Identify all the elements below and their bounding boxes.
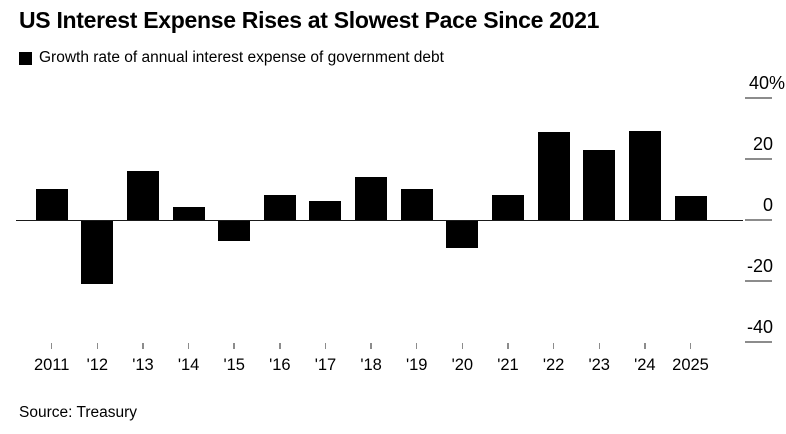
legend-swatch-icon (19, 51, 32, 65)
y-axis-tick (745, 96, 772, 99)
x-axis-tick (279, 343, 281, 349)
x-axis-tick (96, 343, 99, 349)
x-axis-tick (370, 343, 372, 349)
bar (446, 221, 479, 248)
bar (492, 194, 524, 220)
legend-label: Growth rate of annual interest expense o… (39, 49, 444, 66)
bar (172, 207, 205, 220)
bar (583, 149, 616, 220)
x-axis-label: 2011 (33, 356, 70, 374)
x-axis-tick (142, 343, 144, 349)
x-axis-label: '23 (588, 356, 610, 374)
x-axis-tick (415, 343, 418, 349)
x-axis-label: '21 (497, 356, 519, 374)
x-axis-label: '18 (360, 356, 382, 374)
x-axis-tick (689, 343, 692, 349)
legend: Growth rate of annual interest expense o… (19, 49, 444, 67)
y-axis-label: -20 (746, 256, 773, 277)
x-axis-tick (552, 343, 555, 349)
y-axis-tick (745, 280, 772, 283)
y-axis-label: 0 (762, 195, 773, 215)
x-axis-label: '12 (86, 356, 109, 374)
bar (400, 189, 433, 220)
x-axis-tick (324, 343, 327, 349)
x-axis-label: '15 (223, 356, 245, 374)
y-axis-tick (745, 341, 772, 344)
bar (126, 171, 159, 220)
x-axis-label: '24 (634, 356, 656, 374)
y-axis-label: 20 (752, 133, 773, 154)
y-axis-label: 40% (748, 72, 785, 93)
bar (309, 200, 342, 220)
chart-title: US Interest Expense Rises at Slowest Pac… (19, 7, 600, 33)
bar (81, 221, 114, 284)
x-axis-label: '16 (269, 356, 291, 374)
x-axis-label: '22 (542, 356, 565, 374)
zero-axis-line (16, 219, 743, 221)
x-axis-tick (50, 343, 53, 349)
y-axis-label: -40 (746, 317, 773, 338)
bar (628, 131, 661, 220)
bar (218, 221, 251, 242)
bar (537, 132, 570, 220)
x-axis-label: '19 (405, 356, 428, 374)
source-note: Source: Treasury (19, 404, 138, 421)
y-axis-tick (745, 157, 772, 160)
y-axis-tick (745, 219, 772, 221)
x-axis-label: '20 (451, 356, 474, 374)
x-axis-tick (233, 343, 235, 349)
bar (263, 194, 296, 220)
x-axis-label: 2025 (672, 356, 709, 374)
x-axis-label: '14 (177, 356, 200, 374)
bar (674, 195, 707, 220)
bar (35, 189, 68, 220)
x-axis-label: '13 (132, 356, 154, 374)
x-axis-tick (644, 343, 646, 349)
x-axis-tick (507, 343, 509, 349)
x-axis-tick (461, 343, 464, 349)
x-axis-tick (187, 343, 190, 349)
x-axis-tick (598, 343, 600, 349)
bar (355, 176, 388, 220)
x-axis-label: '17 (314, 356, 337, 374)
